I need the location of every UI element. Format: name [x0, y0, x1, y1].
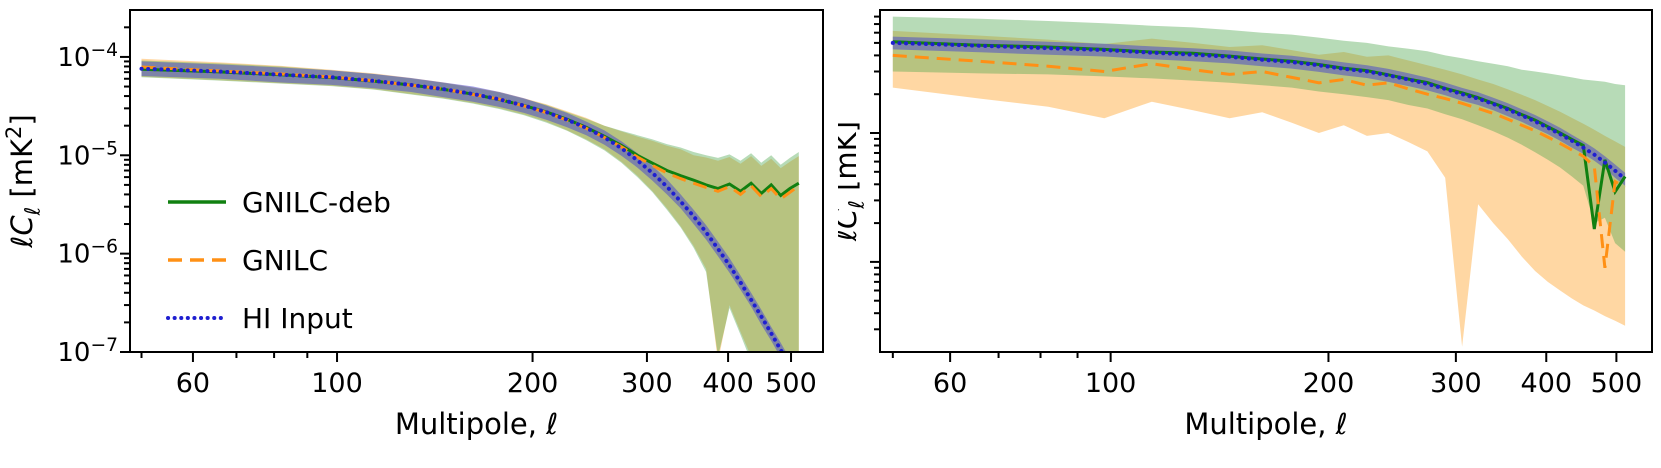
- axes-frame: [129, 9, 824, 353]
- x-tick-label-300: 300: [621, 368, 673, 399]
- hi-input-line: [890, 40, 1628, 181]
- y-axis-label: ℓCℓ [mK]: [838, 121, 868, 242]
- gnilc-band: [141, 58, 799, 352]
- x-tick-label-500: 500: [1591, 368, 1643, 399]
- x-tick-label-400: 400: [702, 368, 754, 399]
- y-tick-label-1e-5: 10−5: [57, 138, 118, 171]
- right-panel: 60 100 200 300 400 500 Multipole, ℓ ℓCℓ [mK]: [838, 0, 1661, 468]
- axis-tick-labels: 60 100 200 300 400 500 10−7 10−6 10−5 10−4: [57, 40, 816, 399]
- x-axis-label: Multipole, ℓ: [1184, 407, 1347, 441]
- y-tick-label-1e-4: 10−4: [57, 40, 118, 73]
- y-axis-label: ℓCℓ [mK2]: [2, 114, 44, 248]
- x-tick-label-100: 100: [311, 368, 363, 399]
- x-tick-label-60: 60: [933, 368, 967, 399]
- left-panel: 60 100 200 300 400 500 10−7 10−6 10−5 10−4 Multipo…: [2, 9, 824, 441]
- gnilc-deb-band: [892, 16, 1626, 252]
- legend: GNILC-deb GNILC HI Input: [166, 186, 391, 335]
- left-chart: 60 100 200 300 400 500 10−7 10−6 10−5 10−4 Multipo…: [2, 9, 824, 441]
- plot-area: [139, 58, 800, 352]
- right-chart: 60 100 200 300 400 500 Multipole, ℓ ℓCℓ [mK]: [838, 9, 1653, 441]
- x-axis-label: Multipole, ℓ: [395, 407, 558, 441]
- x-tick-label-200: 200: [507, 368, 559, 399]
- y-tick-label-1e-6: 10−6: [57, 237, 118, 270]
- y-tick-label-1e-7: 10−7: [57, 335, 118, 368]
- hi-input-band: [892, 36, 1626, 186]
- gnilc-deb-band: [141, 60, 799, 352]
- axis-ticks: [870, 15, 1618, 362]
- x-tick-label-60: 60: [176, 368, 210, 399]
- legend-label-hi-input: HI Input: [242, 302, 353, 335]
- gnilc-line: [141, 65, 800, 201]
- gnilc-line: [892, 53, 1626, 268]
- x-tick-label-200: 200: [1303, 368, 1355, 399]
- x-tick-label-500: 500: [765, 368, 817, 399]
- plot-area: [890, 16, 1628, 347]
- gnilc-band: [892, 30, 1626, 347]
- axis-tick-labels: 60 100 200 300 400 500: [933, 368, 1642, 399]
- axis-ticks: [120, 26, 793, 362]
- axes-frame: [879, 9, 1653, 353]
- hi-input-line: [139, 66, 785, 352]
- legend-label-gnilc: GNILC: [242, 244, 328, 277]
- x-tick-label-300: 300: [1430, 368, 1482, 399]
- x-tick-label-100: 100: [1085, 368, 1137, 399]
- legend-label-gnilc-deb: GNILC-deb: [242, 186, 391, 219]
- x-tick-label-400: 400: [1521, 368, 1573, 399]
